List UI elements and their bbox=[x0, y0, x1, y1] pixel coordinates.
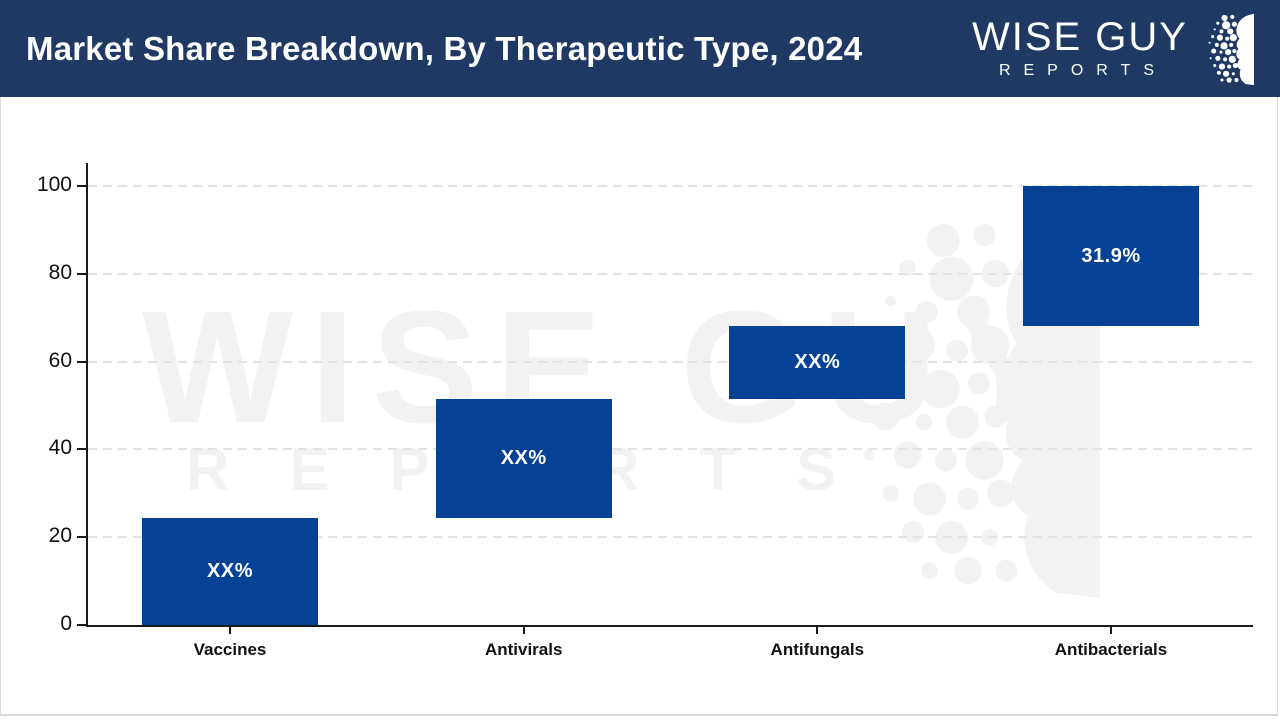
bar-antivirals: XX% bbox=[435, 399, 612, 518]
bar-value-label: 31.9% bbox=[1081, 244, 1141, 267]
gridline bbox=[88, 536, 1252, 539]
logo-brand-text: WISE GUY bbox=[971, 15, 1188, 59]
bar-vaccines: XX% bbox=[142, 517, 318, 625]
x-axis-category-label: Antifungals bbox=[770, 640, 865, 659]
x-axis-category-label: Antivirals bbox=[484, 640, 563, 659]
y-axis-tick-label: 100 bbox=[36, 173, 72, 196]
bar-antifungals: XX% bbox=[729, 326, 906, 400]
x-axis-tick bbox=[229, 625, 231, 634]
y-axis-tick-label: 80 bbox=[48, 260, 72, 284]
chart-title: Market Share Breakdown, By Therapeutic T… bbox=[26, 29, 863, 67]
bar-value-label: XX% bbox=[794, 351, 841, 374]
y-axis-tick bbox=[77, 448, 88, 451]
gridline bbox=[88, 448, 1252, 451]
bar-value-label: XX% bbox=[500, 447, 547, 470]
y-axis-tick bbox=[77, 185, 88, 187]
gridline bbox=[88, 185, 1252, 187]
x-axis-tick bbox=[1110, 625, 1112, 634]
header-bar: Market Share Breakdown, By Therapeutic T… bbox=[0, 0, 1280, 97]
bar-antibacterials: 31.9% bbox=[1023, 186, 1199, 327]
gridline bbox=[88, 360, 1252, 363]
gridline bbox=[88, 272, 1252, 275]
y-axis-tick bbox=[77, 624, 88, 626]
logo-text: WISE GUY REPORTS bbox=[972, 17, 1188, 80]
y-axis-tick bbox=[77, 272, 88, 275]
x-axis-category-label: Vaccines bbox=[193, 640, 267, 659]
y-axis-tick-label: 20 bbox=[48, 524, 72, 548]
y-axis-tick-label: 40 bbox=[48, 436, 72, 460]
bar-value-label: XX% bbox=[207, 559, 253, 582]
y-axis-tick-label: 0 bbox=[60, 612, 72, 635]
x-axis-line bbox=[86, 625, 1253, 627]
brand-logo: WISE GUY REPORTS bbox=[972, 8, 1254, 90]
y-axis-line bbox=[86, 163, 88, 627]
x-axis-tick bbox=[816, 625, 819, 634]
y-axis-tick-label: 60 bbox=[48, 348, 72, 372]
x-axis-category-label: Antibacterials bbox=[1054, 640, 1168, 659]
y-axis-tick bbox=[77, 360, 88, 363]
y-axis-tick bbox=[77, 536, 88, 539]
x-axis-tick bbox=[522, 625, 525, 634]
logo-sub-text: REPORTS bbox=[998, 62, 1168, 79]
